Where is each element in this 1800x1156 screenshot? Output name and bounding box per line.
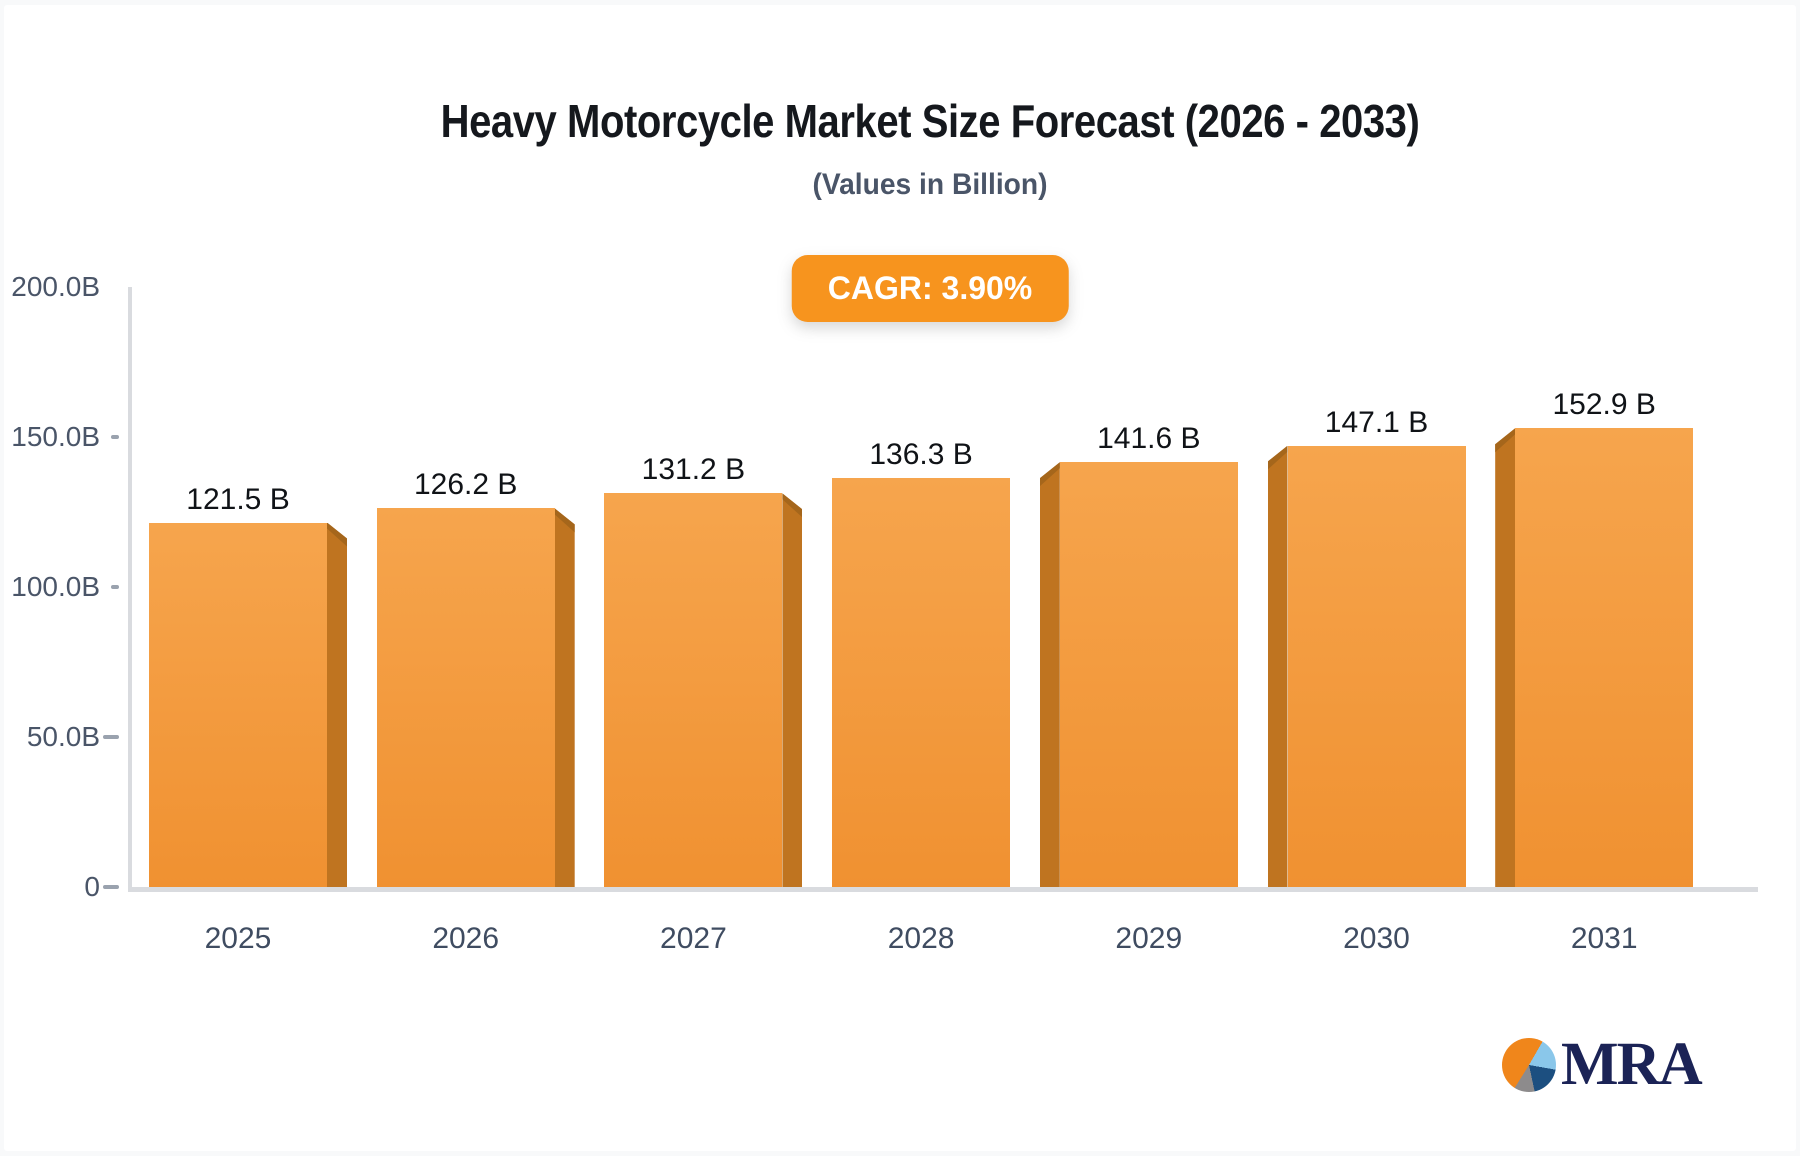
x-tick-label: 2028 [887,922,955,955]
x-tick-label: 2025 [204,922,272,955]
x-tick-label: 2030 [1343,922,1410,955]
bar-front-face [604,493,783,887]
bar-front-face [1287,445,1466,887]
y-tick-label: 200.0B [11,271,100,302]
bar-side-face [1267,445,1288,887]
y-tick-mark [111,585,119,589]
y-tick-mark [103,735,119,739]
y-tick-label: 150.0B [11,421,100,452]
y-axis-line [128,287,132,892]
logo-text: MRA [1561,1031,1703,1098]
bar-value-label: 147.1 B [1324,405,1429,439]
x-tick-label: 2027 [660,922,727,955]
y-tick-mark [111,435,119,439]
x-axis-line [128,887,1758,892]
bar-2030 [1267,445,1466,887]
bar-value-label: 126.2 B [413,468,518,502]
mra-logo: MRA [1502,1031,1703,1098]
bar-front-face [1515,428,1694,887]
cagr-badge: CAGR: 3.90% [791,255,1069,322]
bar-side-face [554,508,575,887]
bar-front-face [832,478,1011,887]
bar-value-label: 121.5 B [186,482,290,516]
bar-2025 [149,522,347,887]
pie-chart-icon [1502,1038,1556,1092]
bar-front-face [376,508,555,887]
bar-2026 [376,508,575,887]
bar-front-face [149,522,327,887]
bar-2031 [1495,428,1694,887]
bar-side-face [1495,428,1516,887]
bar-2029 [1039,462,1238,887]
x-tick-label: 2026 [432,922,500,955]
bar-value-label: 136.3 B [869,438,973,472]
bar-value-label: 152.9 B [1552,388,1656,422]
y-tick-label: 100.0B [11,571,100,602]
y-tick-mark [103,885,119,889]
x-tick-label: 2029 [1115,922,1183,955]
bar-value-label: 131.2 B [641,453,746,487]
bar-side-face [327,522,347,887]
bar-2028 [832,478,1011,887]
chart-title: Heavy Motorcycle Market Size Forecast (2… [440,95,1420,147]
bar-front-face [1059,462,1238,887]
bar-side-face [782,493,803,887]
bar-value-label: 141.6 B [1097,422,1201,456]
bar-2027 [604,493,803,887]
bar-side-face [1039,462,1060,887]
x-tick-label: 2031 [1570,922,1638,955]
chart-subtitle: (Values in Billion) [812,168,1048,201]
y-tick-label: 0 [84,871,100,902]
y-tick-label: 50.0B [26,721,100,752]
